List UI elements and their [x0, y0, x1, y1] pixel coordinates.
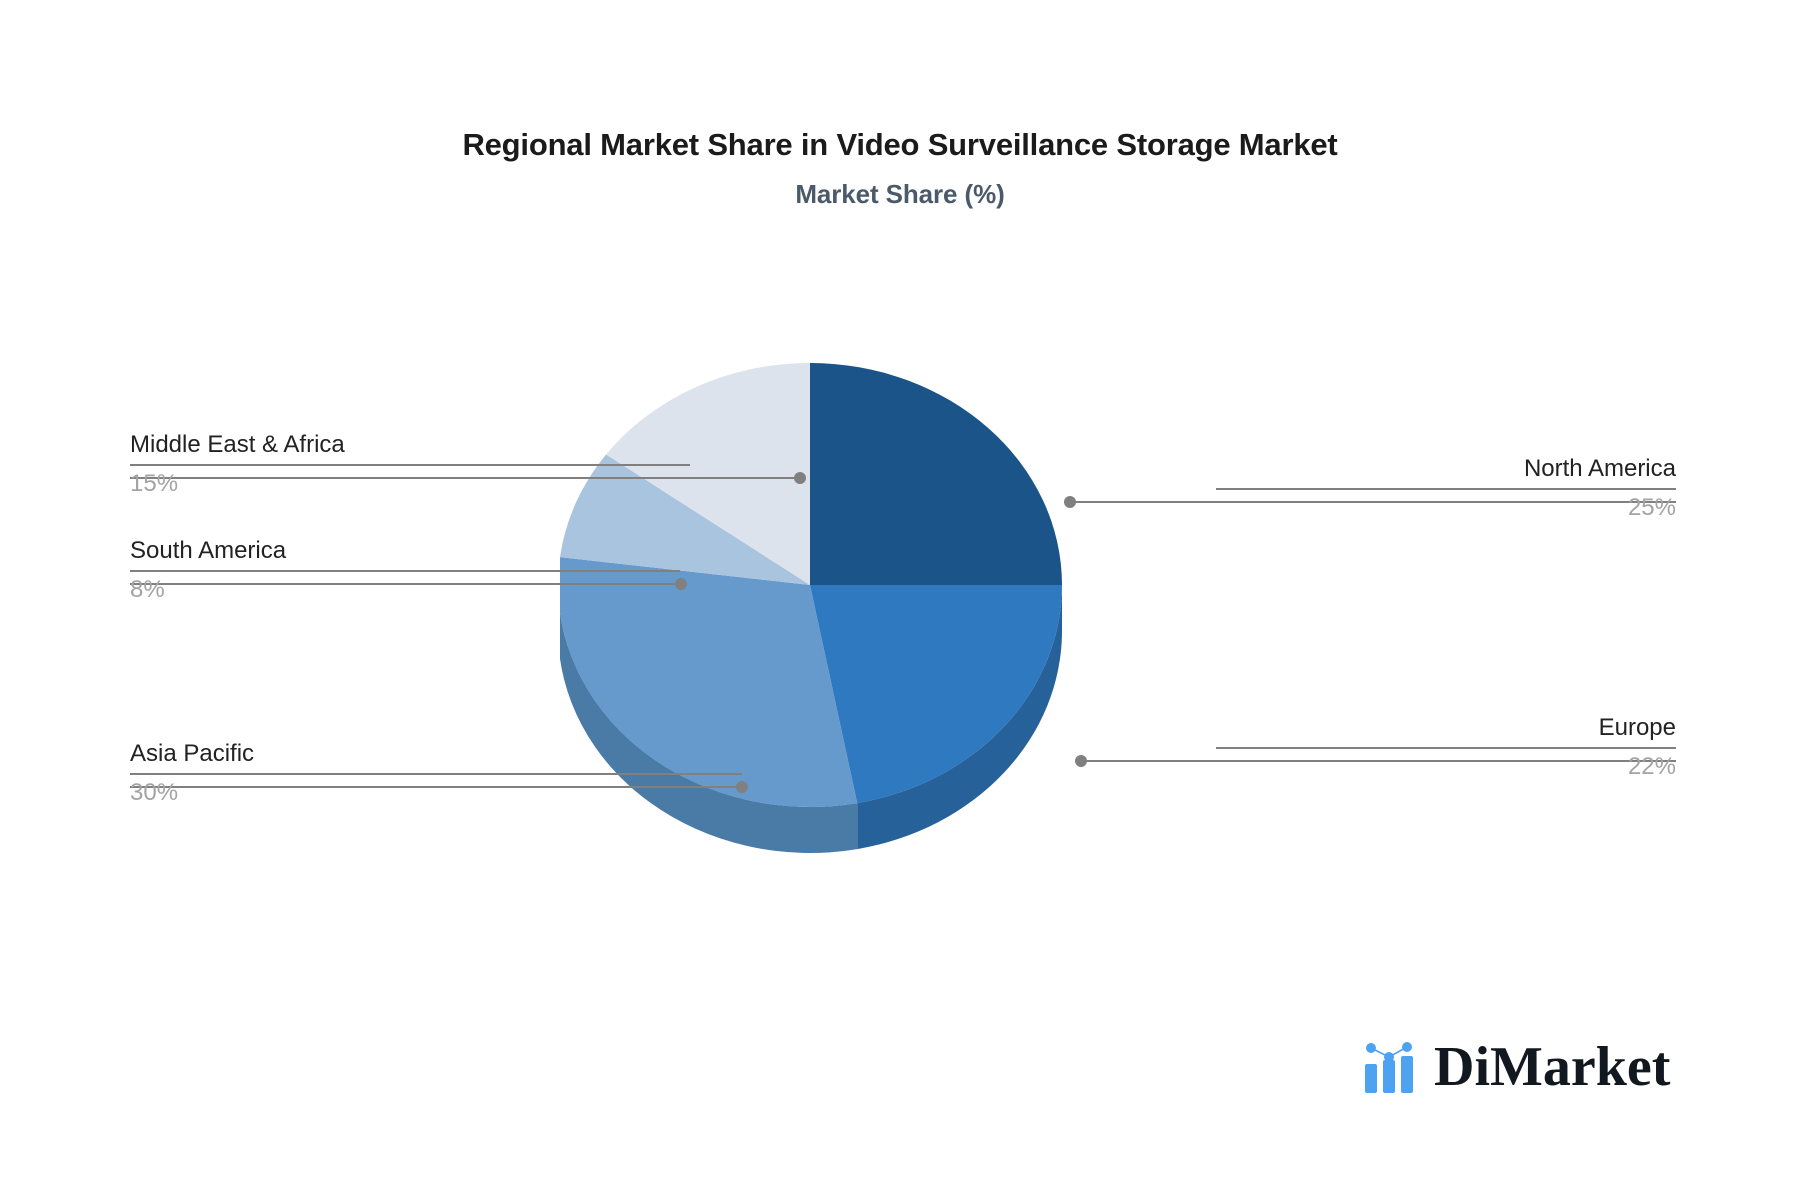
- bar-chart-logo-icon: [1365, 1042, 1413, 1093]
- callout-rule: [130, 570, 680, 572]
- callout-value-north-america: 25%: [1627, 494, 1676, 521]
- chart-title: Regional Market Share in Video Surveilla…: [462, 127, 1338, 162]
- callout-value-middle-east-africa: 15%: [130, 470, 179, 497]
- callout-asia-pacific: Asia Pacific 30%: [130, 739, 742, 809]
- callout-label-europe: Europe: [1598, 714, 1676, 741]
- callout-europe: Europe 22%: [1216, 713, 1676, 783]
- pie-chart-svg: [560, 363, 1062, 853]
- callout-value-asia-pacific: 30%: [130, 779, 179, 806]
- callout-value-south-america: 8%: [130, 576, 165, 603]
- pie-side-wall-europe: [857, 585, 1062, 850]
- logo-dot-3: [1402, 1042, 1412, 1052]
- title-block: Regional Market Share in Video Surveilla…: [0, 126, 1800, 210]
- callout-label-asia-pacific: Asia Pacific: [130, 740, 255, 767]
- callout-rule: [130, 773, 742, 775]
- callout-south-america: South America 8%: [130, 536, 680, 606]
- callout-rule: [130, 464, 690, 466]
- logo-bar-1: [1365, 1064, 1377, 1093]
- pie-slice-south-america[interactable]: [560, 454, 810, 585]
- pie-slice-europe[interactable]: [810, 585, 1062, 804]
- chart-subtitle: Market Share (%): [795, 179, 1005, 210]
- pie-side-wall-asia-pacific: [560, 612, 858, 853]
- callout-label-north-america: North America: [1523, 455, 1676, 482]
- logo-bar-3: [1401, 1056, 1413, 1093]
- callout-rule: [1216, 488, 1676, 490]
- callout-value-europe: 22%: [1627, 753, 1676, 780]
- logo-bar-2: [1383, 1060, 1395, 1093]
- dimarket-logo: DiMarket: [1362, 1038, 1670, 1096]
- callout-north-america: North America 25%: [1216, 454, 1676, 524]
- callout-label-middle-east-africa: Middle East & Africa: [130, 431, 345, 458]
- pie-slices: [560, 363, 1062, 807]
- pie-slice-middle-east-africa[interactable]: [606, 363, 810, 585]
- pie-3d-side-walls: [560, 585, 1062, 853]
- pie-chart: [560, 330, 1240, 950]
- logo-dot-1: [1366, 1043, 1376, 1053]
- callout-middle-east-africa: Middle East & Africa 15%: [130, 430, 690, 500]
- dimarket-wordmark: DiMarket: [1434, 1036, 1671, 1098]
- pie-slice-asia-pacific[interactable]: [560, 557, 858, 807]
- callout-rule: [1216, 747, 1676, 749]
- callout-label-south-america: South America: [130, 537, 287, 564]
- logo-dot-2: [1384, 1052, 1394, 1062]
- pie-slice-north-america[interactable]: [810, 363, 1062, 585]
